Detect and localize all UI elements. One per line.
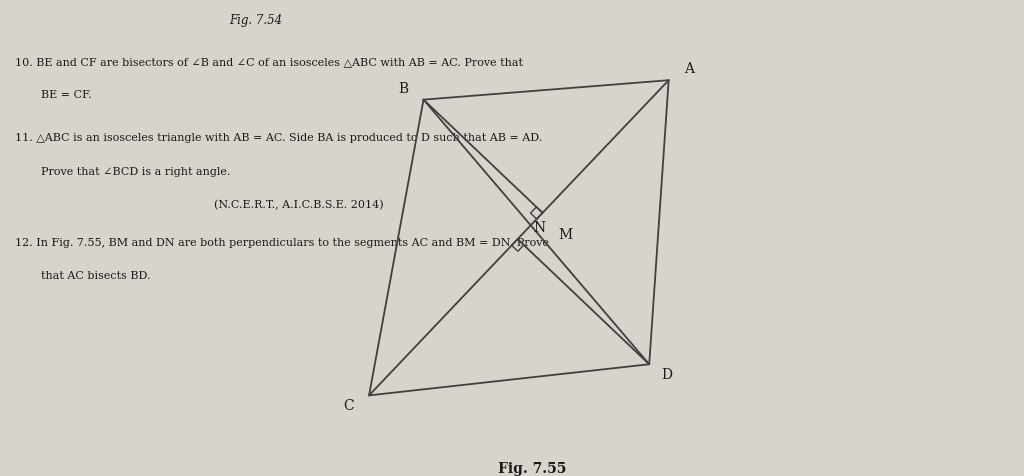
Text: Fig. 7.55: Fig. 7.55 xyxy=(499,462,566,476)
Text: 11. △ABC is an isosceles triangle with AB = AC. Side BA is produced to D such th: 11. △ABC is an isosceles triangle with A… xyxy=(15,133,543,143)
Text: M: M xyxy=(558,228,572,242)
Text: 12. In Fig. 7.55, BM and DN are both perpendiculars to the segments AC and BM = : 12. In Fig. 7.55, BM and DN are both per… xyxy=(15,238,549,248)
Text: Prove that ∠BCD is a right angle.: Prove that ∠BCD is a right angle. xyxy=(41,167,230,177)
Text: B: B xyxy=(398,82,408,96)
Text: (N.C.E.R.T., A.I.C.B.S.E. 2014): (N.C.E.R.T., A.I.C.B.S.E. 2014) xyxy=(214,200,384,210)
Text: D: D xyxy=(660,368,672,382)
Text: C: C xyxy=(343,399,353,413)
Text: 10. BE and CF are bisectors of ∠B and ∠C of an isosceles △ABC with AB = AC. Prov: 10. BE and CF are bisectors of ∠B and ∠C… xyxy=(15,57,523,67)
Text: Fig. 7.54: Fig. 7.54 xyxy=(229,14,283,27)
Text: BE = CF.: BE = CF. xyxy=(41,90,91,100)
Text: N: N xyxy=(534,221,545,235)
Text: that AC bisects BD.: that AC bisects BD. xyxy=(41,271,151,281)
Text: A: A xyxy=(684,62,694,76)
